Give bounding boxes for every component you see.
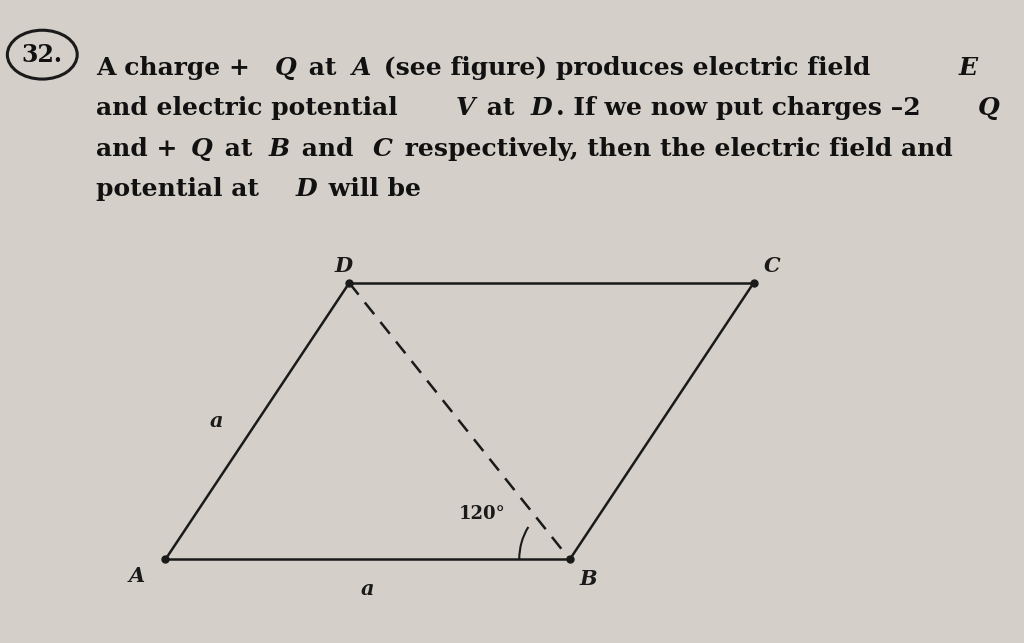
- Text: A: A: [352, 55, 372, 80]
- Text: 32.: 32.: [22, 42, 62, 67]
- Text: respectively, then the electric field and: respectively, then the electric field an…: [396, 136, 952, 161]
- Text: B: B: [268, 136, 290, 161]
- Text: V: V: [456, 96, 475, 120]
- Text: Q: Q: [274, 55, 296, 80]
- Text: D: D: [295, 177, 316, 201]
- Text: Q: Q: [978, 96, 999, 120]
- Text: D: D: [334, 257, 352, 276]
- Text: 120°: 120°: [459, 505, 506, 523]
- Text: E: E: [958, 55, 977, 80]
- Text: . If we now put charges –2: . If we now put charges –2: [556, 96, 921, 120]
- Text: at: at: [478, 96, 523, 120]
- Text: C: C: [373, 136, 393, 161]
- Text: and +: and +: [96, 136, 178, 161]
- Text: at: at: [216, 136, 261, 161]
- Text: D: D: [530, 96, 552, 120]
- Text: C: C: [764, 257, 780, 276]
- Text: a: a: [360, 579, 375, 599]
- Text: and electric potential: and electric potential: [96, 96, 407, 120]
- Text: B: B: [580, 569, 598, 589]
- Text: A charge +: A charge +: [96, 55, 251, 80]
- Text: Q: Q: [190, 136, 213, 161]
- Text: potential at: potential at: [96, 177, 268, 201]
- Text: and: and: [293, 136, 361, 161]
- Text: will be: will be: [321, 177, 421, 201]
- Text: (see figure) produces electric field: (see figure) produces electric field: [375, 55, 879, 80]
- Text: a: a: [209, 411, 223, 431]
- Text: at: at: [300, 55, 345, 80]
- Text: A: A: [129, 566, 145, 586]
